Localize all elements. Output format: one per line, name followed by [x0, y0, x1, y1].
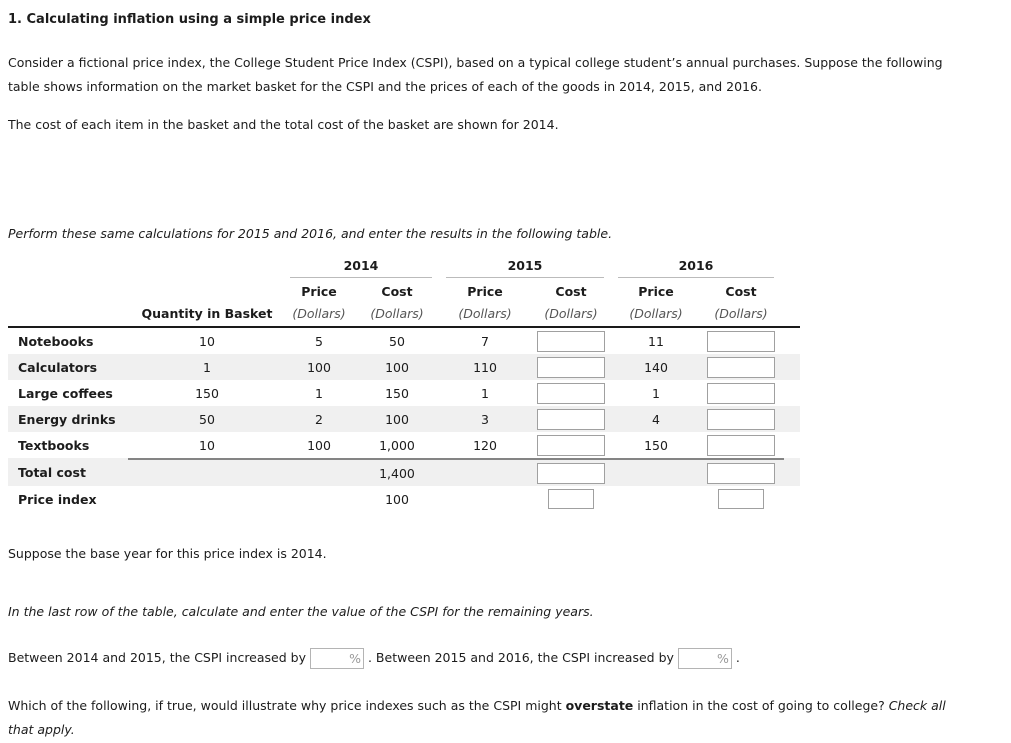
question-text-1: Which of the following, if true, would i…: [8, 698, 566, 713]
price-2015-value: 110: [473, 359, 497, 375]
price-2015-value: 1: [481, 385, 489, 401]
price-index-2014-value: 100: [385, 491, 409, 507]
overstate-question: Which of the following, if true, would i…: [8, 694, 1003, 742]
overstate-word: overstate: [565, 698, 634, 713]
year-2014-header: 2014: [286, 258, 442, 280]
quantity-value: 1: [203, 359, 211, 375]
price-2016-value: 4: [652, 411, 660, 427]
table-row-textbooks: Textbooks 10 100 1,000 120 150: [8, 432, 800, 458]
price-2015-header: Price: [467, 283, 503, 299]
increase-text-2: . Between 2015 and 2016, the CSPI increa…: [367, 650, 674, 665]
row-label: Notebooks: [18, 333, 94, 349]
notebooks-cost-2016-input[interactable]: [707, 330, 775, 352]
price-2014-value: 2: [315, 411, 323, 427]
check-all-text-2: that apply.: [8, 722, 75, 737]
dollars-label: (Dollars): [714, 305, 768, 321]
quantity-value: 10: [199, 333, 215, 349]
price-2014-header: Price: [301, 283, 337, 299]
spacer-cell: [8, 258, 286, 280]
dollars-label: (Dollars): [292, 305, 346, 321]
quantity-header: Quantity in Basket: [141, 305, 273, 321]
cspi-table: 2014 2015 2016 Price Cost Price Cost Pri…: [8, 258, 800, 512]
table-header: 2014 2015 2016 Price Cost Price Cost Pri…: [8, 258, 800, 328]
price-2014-value: 1: [315, 385, 323, 401]
price-2016-value: 1: [652, 385, 660, 401]
price-index-2015-input[interactable]: [548, 489, 594, 509]
total-cost-2014-value: 1,400: [352, 458, 442, 486]
cost-note: The cost of each item in the basket and …: [8, 117, 559, 132]
table-row-total-cost: Total cost 1,400: [8, 458, 800, 486]
textbooks-cost-2015-input[interactable]: [537, 434, 605, 456]
total-cost-2016-input[interactable]: [707, 462, 775, 484]
check-all-text-1: Check all: [888, 698, 946, 713]
energy-drinks-cost-2016-input[interactable]: [707, 408, 775, 430]
quantity-value: 150: [195, 385, 219, 401]
row-label: Price index: [18, 491, 97, 507]
base-year-note: Suppose the base year for this price ind…: [8, 546, 327, 561]
large-coffees-cost-2016-input[interactable]: [707, 382, 775, 404]
cost-2015-header: Cost: [555, 283, 587, 299]
row-label: Large coffees: [18, 385, 113, 401]
increase-text-1: Between 2014 and 2015, the CSPI increase…: [8, 650, 306, 665]
cost-2014-value: 100: [385, 411, 409, 427]
total-cost-2015-input[interactable]: [537, 462, 605, 484]
row-label: Energy drinks: [18, 411, 116, 427]
cost-2014-header: Cost: [381, 283, 413, 299]
table-row-price-index: Price index 100: [8, 486, 800, 512]
quantity-value: 10: [199, 437, 215, 453]
cspi-increase-2015-input[interactable]: [317, 650, 350, 667]
price-index-2016-input[interactable]: [718, 489, 764, 509]
calculators-cost-2016-input[interactable]: [707, 356, 775, 378]
price-2015-value: 3: [481, 411, 489, 427]
units-header-row: Quantity in Basket (Dollars) (Dollars) (…: [8, 302, 800, 324]
row-label: Total cost: [18, 464, 86, 480]
year-2016-header: 2016: [614, 258, 784, 280]
price-2014-value: 5: [315, 333, 323, 349]
cspi-increase-2016-box[interactable]: %: [677, 648, 732, 669]
cost-2014-value: 50: [389, 333, 405, 349]
table-row-notebooks: Notebooks 10 5 50 7 11: [8, 328, 800, 354]
question-text-2: inflation in the cost of going to colleg…: [633, 698, 889, 713]
dollars-label: (Dollars): [370, 305, 424, 321]
percent-sign: %: [349, 650, 361, 666]
dollars-label: (Dollars): [629, 305, 683, 321]
table-row-large-coffees: Large coffees 150 1 150 1 1: [8, 380, 800, 406]
table-row-calculators: Calculators 1 100 100 110 140: [8, 354, 800, 380]
price-2016-value: 140: [644, 359, 668, 375]
calculators-cost-2015-input[interactable]: [537, 356, 605, 378]
dollars-label: (Dollars): [544, 305, 598, 321]
energy-drinks-cost-2015-input[interactable]: [537, 408, 605, 430]
cspi-increase-sentence: Between 2014 and 2015, the CSPI increase…: [8, 646, 1003, 670]
price-2015-value: 120: [473, 437, 497, 453]
row-label: Calculators: [18, 359, 98, 375]
table-row-energy-drinks: Energy drinks 50 2 100 3 4: [8, 406, 800, 432]
cspi-increase-2016-input[interactable]: [685, 650, 718, 667]
quantity-value: 50: [199, 411, 215, 427]
price-2016-value: 11: [648, 333, 664, 349]
year-2015-header: 2015: [442, 258, 614, 280]
textbooks-cost-2016-input[interactable]: [707, 434, 775, 456]
intro-paragraph: Consider a fictional price index, the Co…: [8, 55, 943, 94]
price-2014-value: 100: [307, 359, 331, 375]
increase-text-3: .: [735, 650, 740, 665]
dollars-label: (Dollars): [458, 305, 512, 321]
perform-instruction: Perform these same calculations for 2015…: [8, 226, 613, 241]
percent-sign: %: [717, 650, 729, 666]
cost-2014-value: 100: [385, 359, 409, 375]
cost-2014-value: 1,000: [379, 437, 415, 453]
cost-2016-header: Cost: [725, 283, 757, 299]
price-2016-header: Price: [638, 283, 674, 299]
price-2014-value: 100: [307, 437, 331, 453]
year-header-row: 2014 2015 2016: [8, 258, 800, 280]
price-2016-value: 150: [644, 437, 668, 453]
price-2015-value: 7: [481, 333, 489, 349]
notebooks-cost-2015-input[interactable]: [537, 330, 605, 352]
last-row-instruction: In the last row of the table, calculate …: [8, 604, 594, 619]
cost-2014-value: 150: [385, 385, 409, 401]
row-label: Textbooks: [18, 437, 90, 453]
cspi-increase-2015-box[interactable]: %: [309, 648, 364, 669]
price-cost-header-row: Price Cost Price Cost Price Cost: [8, 280, 800, 302]
page-title: 1. Calculating inflation using a simple …: [8, 12, 371, 27]
large-coffees-cost-2015-input[interactable]: [537, 382, 605, 404]
